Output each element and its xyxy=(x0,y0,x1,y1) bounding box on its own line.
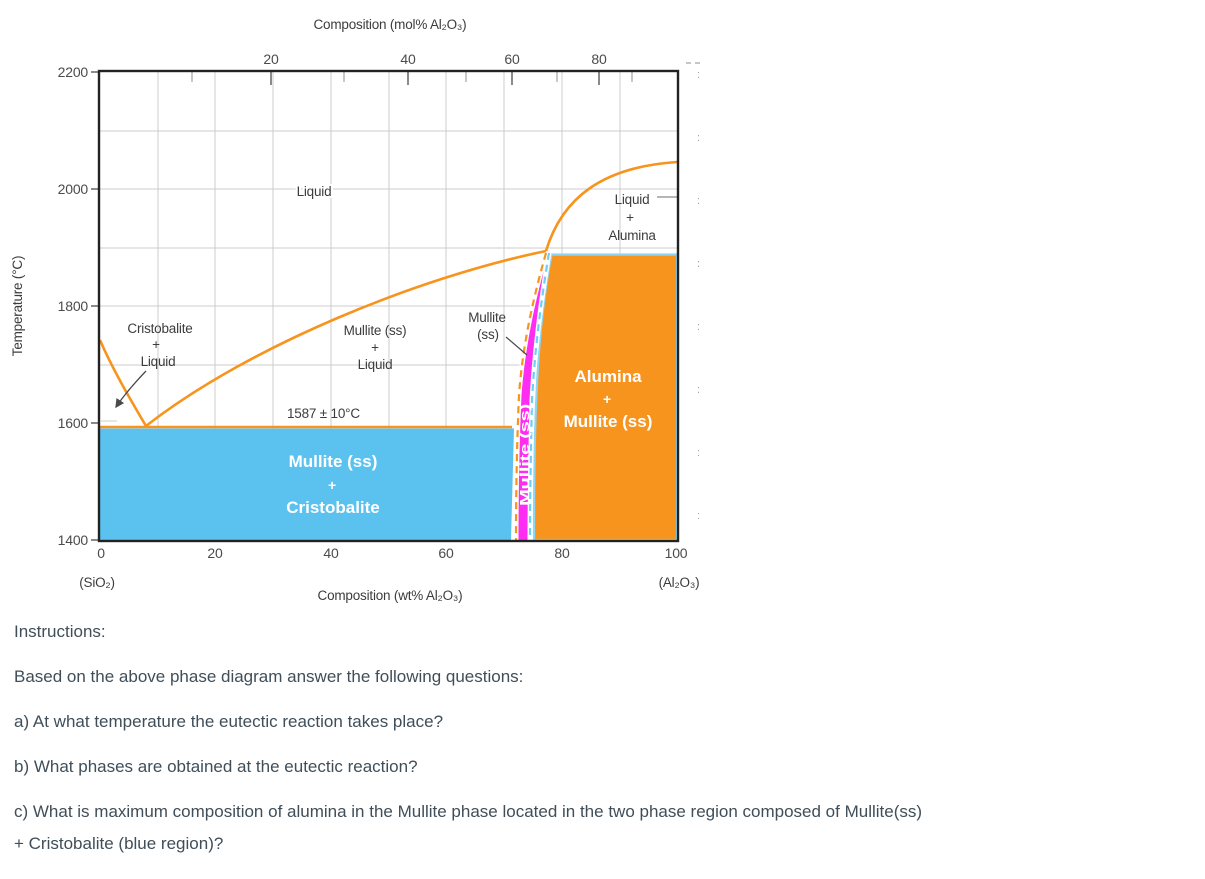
plot-frame xyxy=(97,69,680,543)
label-liquid-alumina: Liquid + Alumina xyxy=(608,192,679,243)
left-axis-ticks xyxy=(91,71,99,541)
label-mullite-ss-liquid-2: + xyxy=(371,340,379,355)
label-cristobalite-liquid-3: Liquid xyxy=(141,354,176,369)
bottom-tick-100: 100 xyxy=(665,545,688,561)
cristobalite-liquid-arrow xyxy=(115,370,147,409)
region-mullite-ss xyxy=(516,254,549,540)
label-eutectic-temperature: 1587 ± 10°C xyxy=(287,406,360,421)
top-tick-40: 40 xyxy=(400,51,416,67)
cristobalite-liquidus xyxy=(98,339,148,427)
question-c-line1: c) What is maximum composition of alumin… xyxy=(14,802,923,821)
label-mullite-cristobalite-2: + xyxy=(328,477,336,493)
question-b: b) What phases are obtained at the eutec… xyxy=(14,757,418,776)
label-mullite-ss-liquid: Mullite (ss) + Liquid xyxy=(344,323,407,372)
label-liquid: Liquid xyxy=(297,184,332,199)
label-mullite-cristobalite-3: Cristobalite xyxy=(286,498,380,517)
mullite-solvus-boundaries xyxy=(513,252,552,541)
instructions-block: Instructions: Based on the above phase d… xyxy=(14,622,1194,879)
question-c-line2: + Cristobalite (blue region)? xyxy=(14,834,224,853)
label-alumina-mullite-3: Mullite (ss) xyxy=(564,412,653,431)
label-liquid-alumina-2: + xyxy=(626,210,634,225)
y-axis-title: Temperature (°C) xyxy=(10,256,25,356)
top-tick-20: 20 xyxy=(263,51,279,67)
bottom-tick-40: 40 xyxy=(323,545,339,561)
y-axis-tick-labels: 2200 2000 1800 1600 1400 xyxy=(58,64,89,548)
label-cristobalite-liquid-1: Cristobalite xyxy=(127,321,192,336)
label-liquid-alumina-3: Alumina xyxy=(608,228,656,243)
artifact-dot-2: : xyxy=(697,132,700,144)
artifact-dot-4: : xyxy=(697,258,700,270)
liquidus-curves xyxy=(98,160,678,428)
label-cristobalite-liquid-2: + xyxy=(152,337,160,352)
right-endmember-label: (Al₂O₃) xyxy=(659,575,700,590)
artifact-dot-6: : xyxy=(697,384,700,396)
label-alumina-mullite-2: + xyxy=(603,391,611,407)
label-mullite-ss-liquid-1: Mullite (ss) xyxy=(344,323,407,338)
right-edge-artifacts: : : : : : : : : xyxy=(686,62,700,522)
y-tick-2200: 2200 xyxy=(58,64,89,80)
bottom-tick-20: 20 xyxy=(207,545,223,561)
mullite-ss-callout-line xyxy=(505,336,528,356)
top-axis-title: Composition (mol% Al₂O₃) xyxy=(314,17,467,32)
label-alumina-mullite: Alumina + Mullite (ss) xyxy=(564,367,653,431)
label-liquid-alumina-1: Liquid xyxy=(615,192,650,207)
region-mullite-cristobalite xyxy=(100,428,514,540)
bottom-tick-60: 60 xyxy=(438,545,454,561)
bottom-axis-tick-labels: 0 20 40 60 80 100 xyxy=(97,545,688,561)
label-mullite-cristobalite: Mullite (ss) + Cristobalite xyxy=(286,452,380,517)
instructions-heading: Instructions: xyxy=(14,622,106,641)
label-mullite-cristobalite-1: Mullite (ss) xyxy=(289,452,378,471)
label-mullite-ss-strip: Mullite (ss) xyxy=(517,404,532,506)
y-tick-1800: 1800 xyxy=(58,298,89,314)
alumina-liquidus xyxy=(544,160,678,252)
top-tick-60: 60 xyxy=(504,51,520,67)
artifact-dot-8: : xyxy=(697,510,700,522)
bottom-tick-80: 80 xyxy=(554,545,570,561)
top-axis-tick-labels: 20 40 60 80 xyxy=(263,51,607,67)
artifact-dot-7: : xyxy=(697,447,700,459)
question-a: a) At what temperature the eutectic reac… xyxy=(14,712,444,731)
instructions-intro: Based on the above phase diagram answer … xyxy=(14,667,524,686)
artifact-dot-1: : xyxy=(697,69,700,81)
phase-diagram: Composition (mol% Al₂O₃) Temperature (°C… xyxy=(0,0,730,620)
label-mullite-ss-callout-2: (ss) xyxy=(477,327,499,342)
label-mullite-ss-liquid-3: Liquid xyxy=(358,357,393,372)
y-tick-1600: 1600 xyxy=(58,415,89,431)
bottom-axis-title: Composition (wt% Al₂O₃) xyxy=(318,588,463,603)
label-cristobalite-liquid: Cristobalite + Liquid xyxy=(115,321,193,409)
top-tick-80: 80 xyxy=(591,51,607,67)
top-minor-ticks xyxy=(191,72,633,82)
label-mullite-ss-callout-1: Mullite xyxy=(468,310,506,325)
left-endmember-label: (SiO₂) xyxy=(79,575,115,590)
phase-diagram-svg: Composition (mol% Al₂O₃) Temperature (°C… xyxy=(10,17,700,603)
artifact-dot-5: : xyxy=(697,321,700,333)
artifact-dot-3: : xyxy=(697,195,700,207)
label-alumina-mullite-1: Alumina xyxy=(574,367,642,386)
bottom-tick-0: 0 xyxy=(97,545,105,561)
y-tick-1400: 1400 xyxy=(58,532,89,548)
top-major-ticks xyxy=(270,72,600,85)
label-mullite-ss-callout: Mullite (ss) xyxy=(468,310,528,356)
y-tick-2000: 2000 xyxy=(58,181,89,197)
mullite-liquidus xyxy=(145,249,547,428)
